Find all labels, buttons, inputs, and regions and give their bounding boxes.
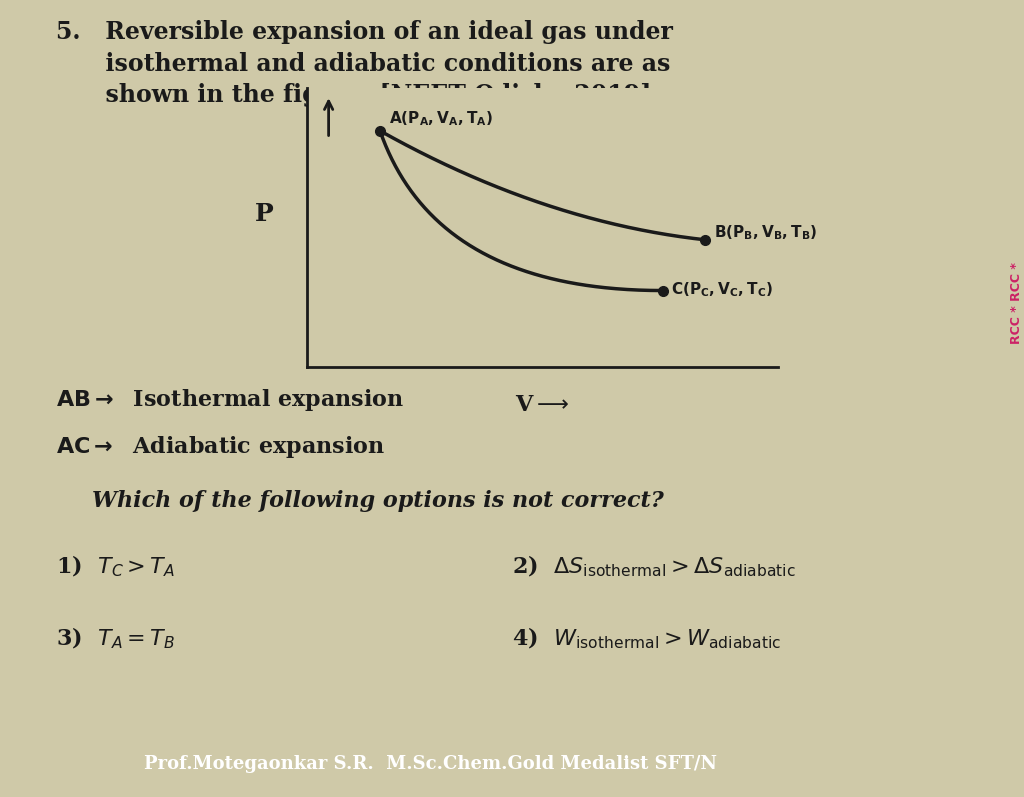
Text: V$\longrightarrow$: V$\longrightarrow$ <box>515 394 570 416</box>
Text: $\mathbf{AB \rightarrow}$  Isothermal expansion: $\mathbf{AB \rightarrow}$ Isothermal exp… <box>56 387 404 413</box>
Text: 3)  $T_A=T_B$: 3) $T_A=T_B$ <box>56 626 175 651</box>
Text: 4)  $W_\mathrm{isothermal}>W_\mathrm{adiabatic}$: 4) $W_\mathrm{isothermal}>W_\mathrm{adia… <box>512 626 781 651</box>
Text: $\mathbf{AC \rightarrow}$  Adiabatic expansion: $\mathbf{AC \rightarrow}$ Adiabatic expa… <box>56 434 385 461</box>
Text: $\mathbf{B(P_B, V_B, T_B)}$: $\mathbf{B(P_B, V_B, T_B)}$ <box>714 223 817 242</box>
Text: 2)  $\Delta S_\mathrm{isothermal}>\Delta S_\mathrm{adiabatic}$: 2) $\Delta S_\mathrm{isothermal}>\Delta … <box>512 554 796 579</box>
Text: $\mathbf{C(P_C, V_C, T_C)}$: $\mathbf{C(P_C, V_C, T_C)}$ <box>671 281 773 299</box>
Text: 5.   Reversible expansion of an ideal gas under
      isothermal and adiabatic c: 5. Reversible expansion of an ideal gas … <box>56 20 673 107</box>
Text: 1)  $T_C>T_A$: 1) $T_C>T_A$ <box>56 554 175 579</box>
Text: $\mathbf{A(P_A, V_A, T_A)}$: $\mathbf{A(P_A, V_A, T_A)}$ <box>388 109 493 128</box>
Text: Which of the following options is not correct?: Which of the following options is not co… <box>92 490 664 512</box>
Text: P: P <box>255 202 273 226</box>
Text: Prof.Motegaonkar S.R.  M.Sc.Chem.Gold Medalist SFT/N: Prof.Motegaonkar S.R. M.Sc.Chem.Gold Med… <box>143 756 717 773</box>
Text: RCC * RCC *: RCC * RCC * <box>1011 262 1023 344</box>
